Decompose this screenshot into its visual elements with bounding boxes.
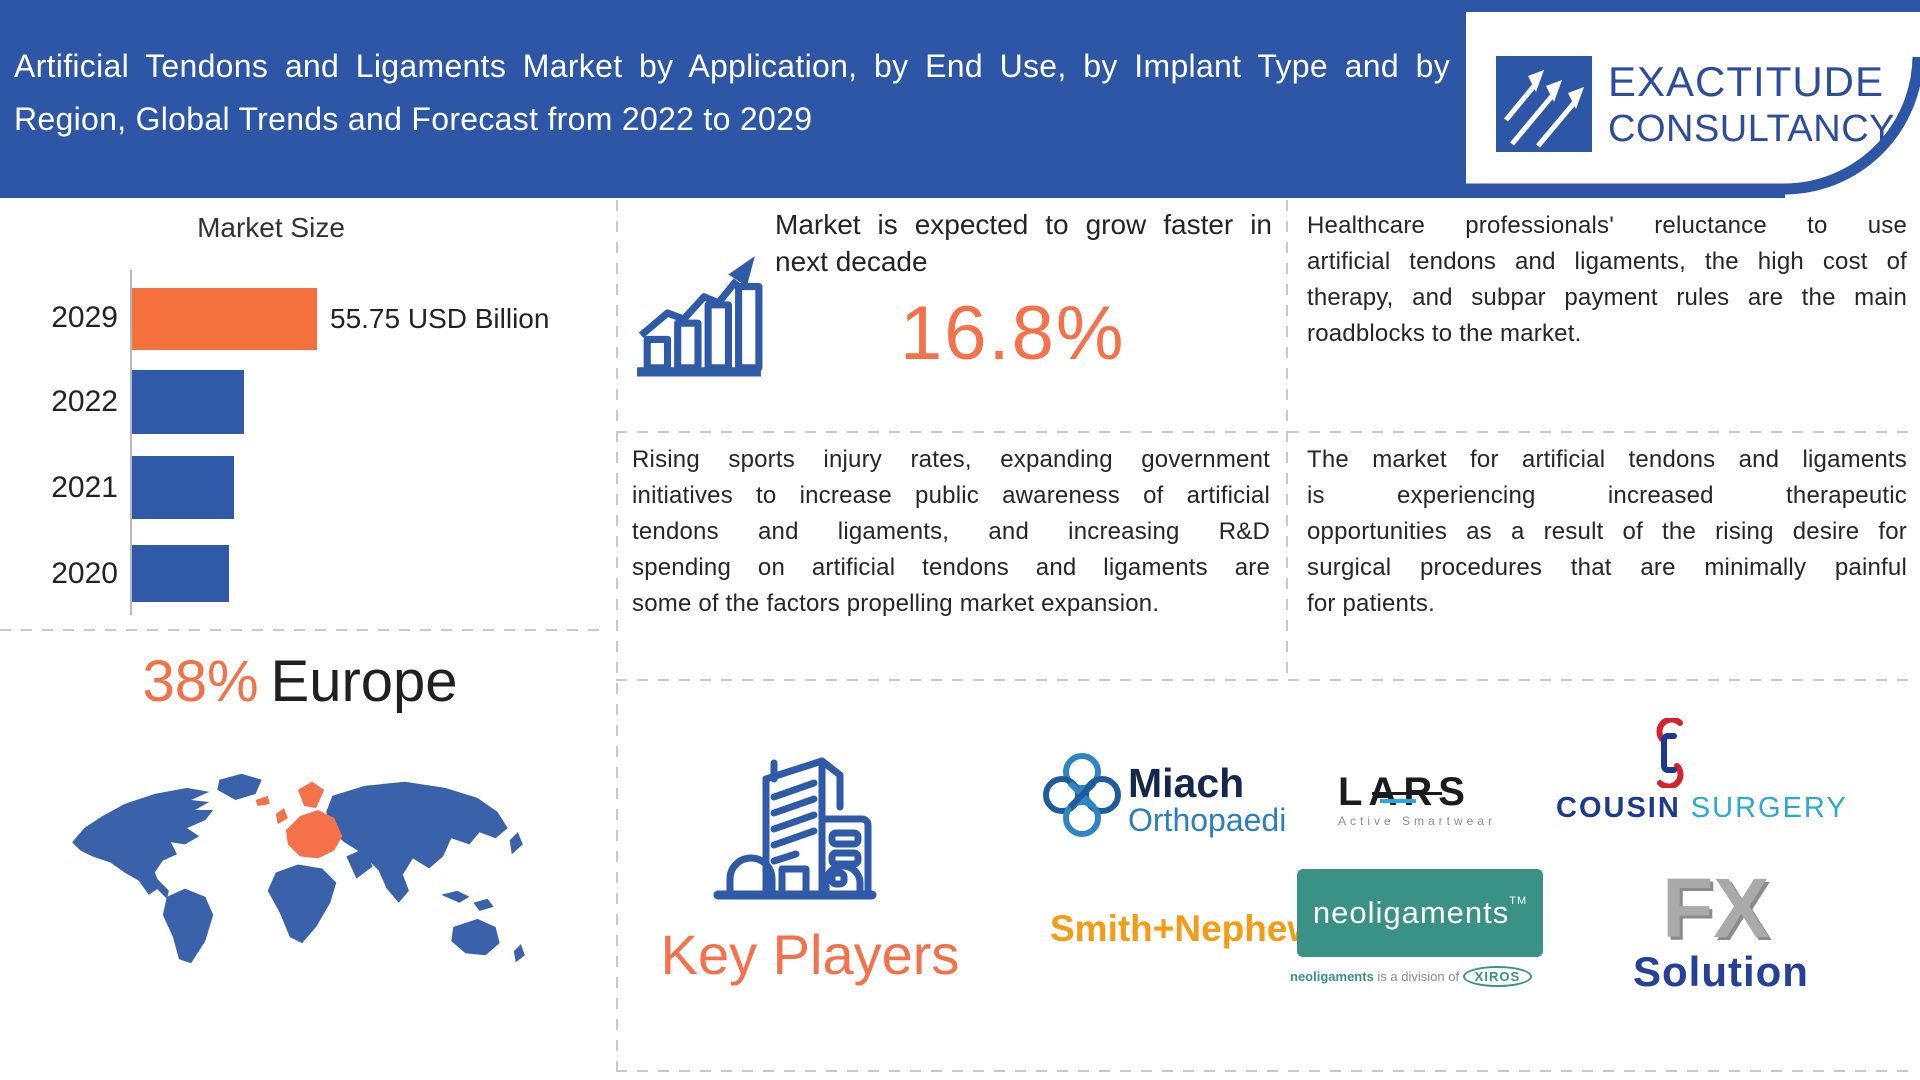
- growth-heading: Market is expected to grow faster in next…: [775, 209, 1272, 277]
- opportunity-paragraph: The market for artificial tendons and li…: [1307, 446, 1907, 617]
- lars-logo-strike: [1372, 792, 1442, 795]
- header-banner: Artificial Tendons and Ligaments Market …: [0, 0, 1920, 198]
- miach-logo-icon: [1043, 753, 1121, 837]
- divider-left-vertical: [616, 200, 618, 1071]
- cousin-logo-icon: [1656, 718, 1684, 788]
- chart-value-label: 55.75 USD Billion: [330, 303, 550, 334]
- key-players-heading: Key Players: [660, 923, 960, 986]
- restraint-paragraph: Healthcare professionals' reluctance to …: [1307, 212, 1907, 347]
- divider-right-vertical: [1286, 200, 1288, 679]
- buildings-icon: [713, 757, 877, 900]
- chart-bar-2022: [132, 370, 244, 434]
- page-title: Artificial Tendons and Ligaments Market …: [14, 48, 1450, 137]
- lars-logo-sub: Active Smartwear: [1338, 814, 1497, 828]
- smith-nephew-logo: Smith+Nephew: [1050, 908, 1317, 949]
- divider-middle-horizontal: [616, 431, 1912, 433]
- chart-y-axis: [130, 270, 132, 615]
- world-map: [72, 773, 525, 964]
- chart-year-label: 2020: [51, 557, 118, 590]
- neoligaments-logo-name: neoligamentsTM: [1297, 895, 1543, 931]
- miach-logo-name: Miach: [1128, 760, 1245, 806]
- neoligaments-division-line: neoligaments is a division of XIROS: [1290, 966, 1558, 987]
- chart-year-label: 2021: [51, 471, 118, 504]
- cousin-word1: COUSIN: [1556, 792, 1681, 824]
- neoligaments-division-bold: neoligaments: [1290, 969, 1374, 984]
- neoligaments-logo: neoligamentsTM: [1297, 869, 1543, 957]
- cousin-logo-name: COUSIN SURGERY: [1556, 792, 1848, 825]
- brand-name-line2: CONSULTANCY: [1608, 108, 1896, 150]
- chart-year-label: 2029: [51, 301, 118, 334]
- brand-name-line1: EXACTITUDE: [1608, 58, 1885, 105]
- chart-title: Market Size: [197, 212, 345, 243]
- chart-bar-2020: [132, 545, 229, 602]
- fx-logo-sub: Solution: [1633, 948, 1809, 995]
- europe-highlight: [255, 781, 343, 859]
- growth-value: 16.8%: [900, 291, 1126, 376]
- chart-bar-2021: [132, 456, 234, 519]
- divider-keyplayers-top: [616, 679, 1912, 681]
- brand-panel: EXACTITUDE CONSULTANCY: [1466, 12, 1920, 194]
- divider-chart-horizontal: [0, 629, 600, 631]
- neoligaments-tm: TM: [1509, 895, 1528, 907]
- neoligaments-name-text: neoligaments: [1312, 895, 1510, 930]
- fx-logo-mark: FX: [1662, 861, 1770, 955]
- cousin-word2: SURGERY: [1690, 792, 1848, 824]
- region-share-value: 38%: [142, 649, 259, 714]
- region-name: Europe: [270, 649, 458, 714]
- region-share-line: 38% Europe: [60, 648, 540, 715]
- chart-bar-2029: [132, 288, 317, 350]
- growth-chart-icon: [637, 256, 763, 377]
- xiros-badge: XIROS: [1462, 966, 1533, 987]
- lars-logo-dash: [1380, 799, 1416, 803]
- miach-logo-sub: Orthopaedi: [1128, 802, 1287, 838]
- chart-year-label: 2022: [51, 385, 118, 418]
- drivers-paragraph: Rising sports injury rates, expanding go…: [632, 446, 1270, 617]
- brand-arrows-icon: [1496, 56, 1592, 152]
- neoligaments-division-text: is a division of: [1373, 969, 1463, 984]
- divider-keyplayers-bottom: [616, 1070, 1912, 1072]
